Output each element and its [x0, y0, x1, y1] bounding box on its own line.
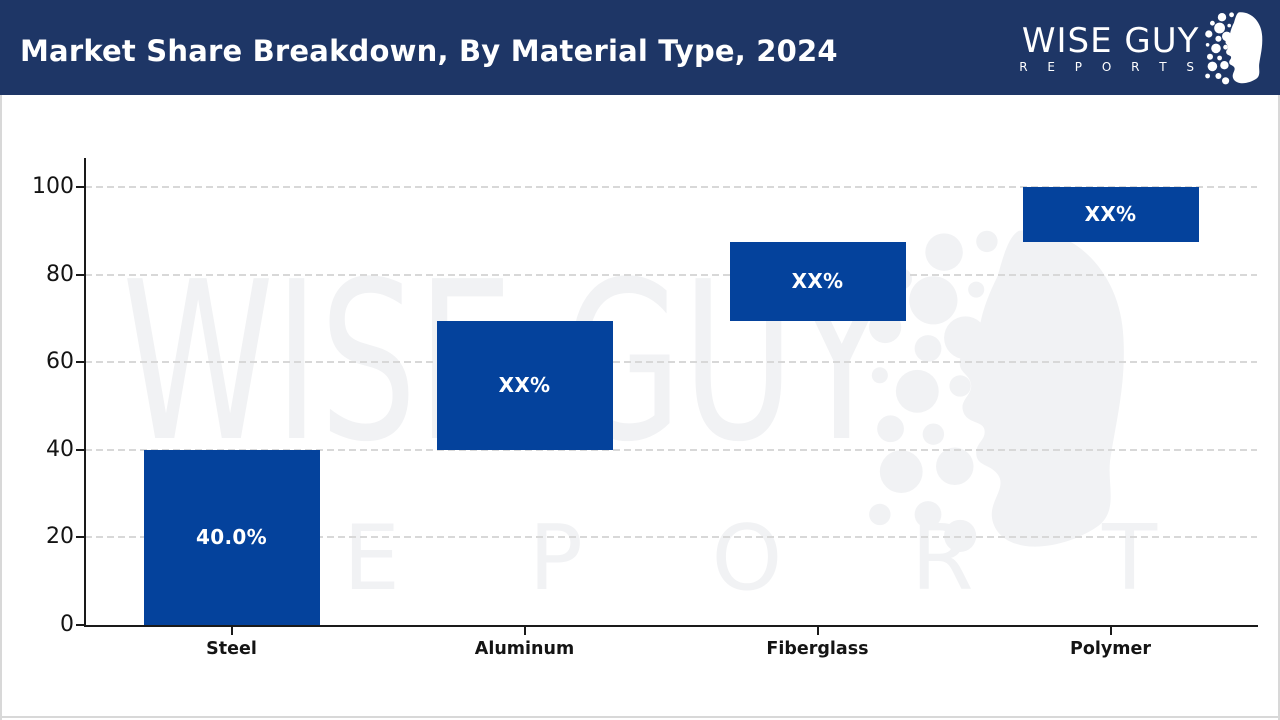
bar-value-label-fiberglass: XX%	[791, 269, 844, 294]
x-axis-label-aluminum: Aluminum	[474, 639, 575, 659]
y-axis-tick-label-0: 0	[60, 612, 74, 637]
x-axis-label-steel: Steel	[206, 639, 257, 659]
bar-polymer: XX%	[1022, 187, 1199, 242]
bar-value-label-aluminum: XX%	[498, 373, 551, 398]
y-axis-line	[84, 158, 86, 627]
y-axis-tick-40	[76, 448, 85, 451]
y-axis-tick-80	[76, 273, 85, 276]
x-axis-label-polymer: Polymer	[1070, 639, 1151, 659]
dotted-head-profile-icon	[1204, 8, 1270, 90]
y-axis-tick-label-100: 100	[32, 174, 74, 199]
bar-value-label-steel: 40.0%	[196, 525, 267, 550]
x-axis-line	[84, 625, 1258, 627]
x-axis-tick-polymer	[1109, 627, 1112, 635]
image-border-bottom	[0, 716, 1280, 718]
header-bar: Market Share Breakdown, By Material Type…	[0, 0, 1280, 95]
y-axis-tick-label-20: 20	[46, 524, 74, 550]
gridline-y-20	[85, 536, 1257, 539]
y-axis-tick-label-40: 40	[46, 436, 74, 462]
brand-logo-text: WISE GUY R E P O R T S	[1019, 20, 1202, 75]
image-border-left	[0, 95, 2, 720]
bar-fiberglass: XX%	[729, 241, 906, 321]
x-axis-tick-fiberglass	[816, 627, 819, 635]
gridline-y-100	[85, 186, 1257, 188]
y-axis-tick-label-60: 60	[46, 349, 74, 375]
y-axis-tick-100	[76, 186, 85, 188]
brand-name: WISE GUY	[1021, 20, 1200, 61]
x-axis-label-fiberglass: Fiberglass	[766, 639, 869, 659]
bar-aluminum: XX%	[436, 320, 613, 450]
image-border-right	[1278, 95, 1280, 720]
bar-value-label-polymer: XX%	[1084, 202, 1137, 227]
x-axis-tick-aluminum	[523, 627, 526, 635]
y-axis-tick-label-80: 80	[46, 261, 74, 287]
gridline-y-40	[85, 448, 1257, 451]
brand-subtitle: R E P O R T S	[1019, 60, 1202, 75]
bar-steel: 40.0%	[143, 449, 320, 625]
x-axis-tick-steel	[230, 627, 233, 635]
gridline-y-60	[85, 361, 1257, 364]
gridline-y-80	[85, 273, 1257, 276]
brand-logo: WISE GUY R E P O R T S	[1019, 6, 1270, 92]
y-axis-tick-20	[76, 536, 85, 539]
y-axis-tick-60	[76, 361, 85, 364]
y-axis-tick-0	[76, 624, 85, 626]
chart-title: Market Share Breakdown, By Material Type…	[20, 34, 838, 68]
